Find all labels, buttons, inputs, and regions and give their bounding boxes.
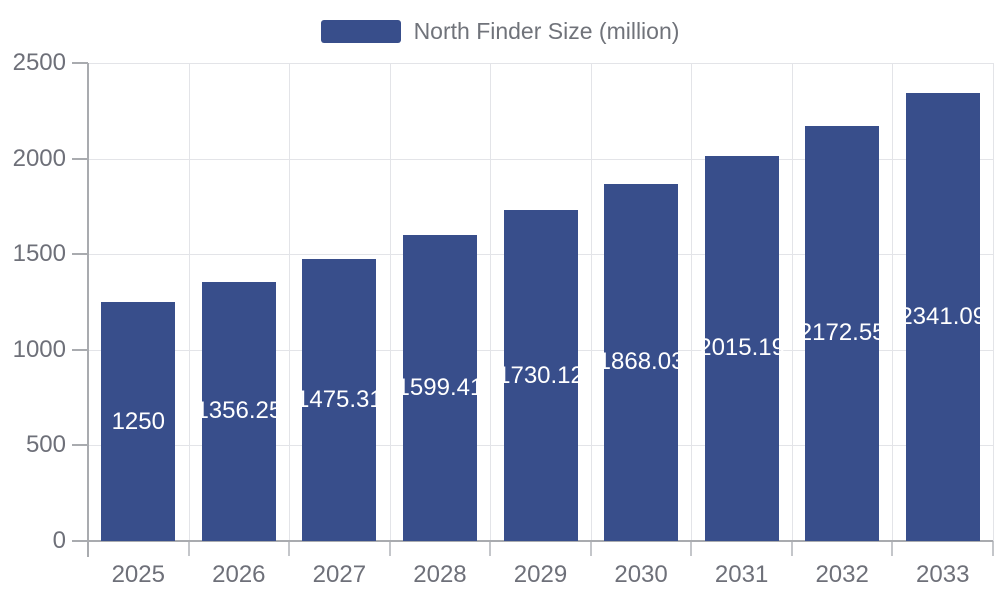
gridline-horizontal bbox=[88, 158, 993, 160]
y-axis-label: 1500 bbox=[12, 240, 66, 268]
plot-area: 1250 1356.25 1475.31 1599.41 1730.12 1868.03 2… bbox=[13, 50, 994, 588]
y-axis-label: 2000 bbox=[12, 144, 66, 172]
x-axis-tick bbox=[992, 541, 994, 556]
x-axis-label: 2025 bbox=[111, 561, 165, 588]
gridline-vertical bbox=[188, 63, 190, 541]
x-axis-tick bbox=[388, 541, 391, 556]
gridline-vertical bbox=[691, 63, 693, 541]
x-axis-tick bbox=[489, 541, 492, 556]
x-axis-label: 2028 bbox=[413, 561, 467, 588]
legend-label: North Finder Size (million) bbox=[413, 18, 680, 44]
gridline-vertical bbox=[892, 63, 894, 541]
gridline-vertical bbox=[490, 63, 492, 541]
x-axis-label: 2027 bbox=[312, 561, 367, 588]
y-axis-line bbox=[87, 63, 89, 557]
x-axis-label: 2026 bbox=[212, 561, 266, 588]
x-axis-tick bbox=[589, 541, 592, 556]
y-axis-label: 1000 bbox=[12, 335, 66, 363]
y-axis-tick bbox=[72, 157, 88, 160]
gridline-vertical bbox=[791, 63, 793, 541]
gridline-horizontal bbox=[88, 63, 993, 64]
x-axis-tick bbox=[790, 541, 793, 556]
bar bbox=[805, 125, 880, 541]
y-axis-tick bbox=[72, 253, 88, 256]
y-axis-label: 500 bbox=[25, 431, 66, 459]
y-axis-tick bbox=[72, 444, 88, 447]
x-axis-tick bbox=[187, 541, 190, 556]
gridline-vertical bbox=[993, 63, 994, 541]
y-axis-tick bbox=[72, 348, 88, 351]
x-axis-label: 2031 bbox=[714, 561, 769, 588]
y-axis-label: 2500 bbox=[12, 49, 66, 76]
gridline-vertical bbox=[289, 63, 291, 541]
gridline-vertical bbox=[590, 63, 592, 541]
bar bbox=[905, 93, 980, 541]
bar bbox=[101, 302, 176, 541]
x-axis-tick bbox=[891, 541, 894, 556]
y-axis-label: 0 bbox=[52, 527, 66, 554]
x-axis-label: 2030 bbox=[614, 561, 668, 588]
y-axis-tick bbox=[72, 62, 88, 64]
bar bbox=[402, 235, 477, 541]
bar bbox=[201, 281, 276, 541]
gridline-vertical bbox=[389, 63, 391, 541]
bar bbox=[604, 183, 679, 541]
x-axis-tick bbox=[288, 541, 291, 556]
x-axis-tick bbox=[690, 541, 693, 556]
x-axis-label: 2033 bbox=[916, 561, 970, 588]
x-axis-label: 2032 bbox=[815, 561, 869, 588]
bar bbox=[503, 210, 578, 541]
x-axis-label: 2029 bbox=[513, 561, 568, 588]
bar bbox=[302, 258, 377, 541]
bar bbox=[704, 155, 779, 541]
x-axis-line bbox=[72, 540, 993, 542]
legend-swatch-icon bbox=[320, 19, 401, 43]
legend-item[interactable]: North Finder Size (million) bbox=[0, 17, 1000, 45]
